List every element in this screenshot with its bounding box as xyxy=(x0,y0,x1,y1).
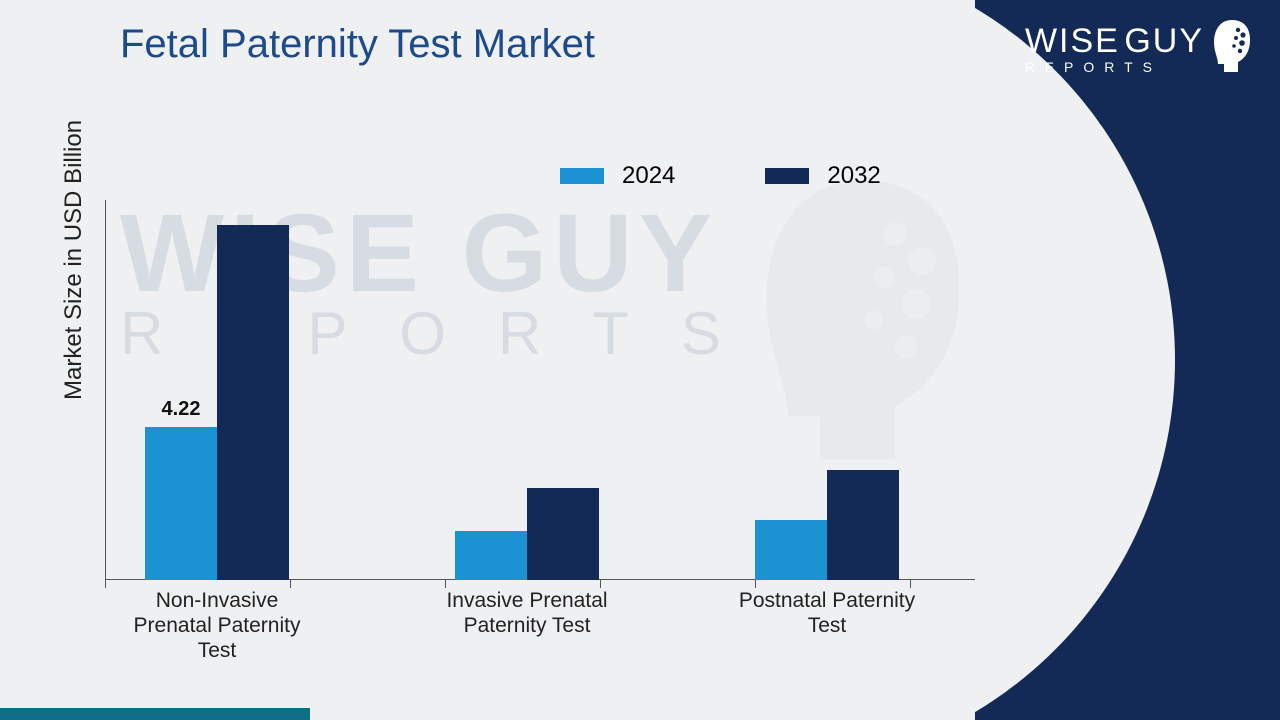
bar-value-label: 4.22 xyxy=(157,398,205,421)
bar-group xyxy=(455,488,599,580)
bar-2024 xyxy=(755,520,827,580)
bar-2032 xyxy=(527,488,599,580)
x-axis-tick xyxy=(910,580,911,588)
page-root: WISE GUY REPORTS Fetal Paternity Test Ma… xyxy=(0,0,1280,720)
brand-subline: REPORTS xyxy=(1025,59,1204,75)
bar-2024 xyxy=(145,427,217,580)
chart-title: Fetal Paternity Test Market xyxy=(120,22,595,67)
legend-item-2032: 2032 xyxy=(765,162,880,190)
y-axis-line xyxy=(105,200,106,580)
bar-2032 xyxy=(827,470,899,580)
x-axis-tick xyxy=(290,580,291,588)
legend-swatch-2024 xyxy=(560,168,604,184)
bar-2032 xyxy=(217,225,289,580)
x-axis-tick xyxy=(755,580,756,588)
category-label: Postnatal Paternity Test xyxy=(737,588,917,638)
legend-label-2032: 2032 xyxy=(827,162,880,190)
x-axis-tick xyxy=(445,580,446,588)
brand-block: WISE GUY REPORTS xyxy=(1025,18,1252,79)
brand-word-1: WISE xyxy=(1025,22,1120,60)
legend-item-2024: 2024 xyxy=(560,162,675,190)
legend: 2024 2032 xyxy=(560,162,881,190)
x-axis-tick xyxy=(600,580,601,588)
legend-swatch-2032 xyxy=(765,168,809,184)
category-label: Non-Invasive Prenatal Paternity Test xyxy=(127,588,307,664)
head-dots-icon xyxy=(1212,18,1252,79)
y-axis-label: Market Size in USD Billion xyxy=(60,120,88,400)
x-axis-tick xyxy=(105,580,106,588)
legend-label-2024: 2024 xyxy=(622,162,675,190)
bar-group xyxy=(755,470,899,580)
category-label: Invasive Prenatal Paternity Test xyxy=(437,588,617,638)
bar-chart: 4.22Non-Invasive Prenatal Paternity Test… xyxy=(105,200,975,580)
bar-2024 xyxy=(455,531,527,580)
bottom-accent-bar xyxy=(0,708,310,720)
brand-word-2: GUY xyxy=(1124,22,1204,60)
